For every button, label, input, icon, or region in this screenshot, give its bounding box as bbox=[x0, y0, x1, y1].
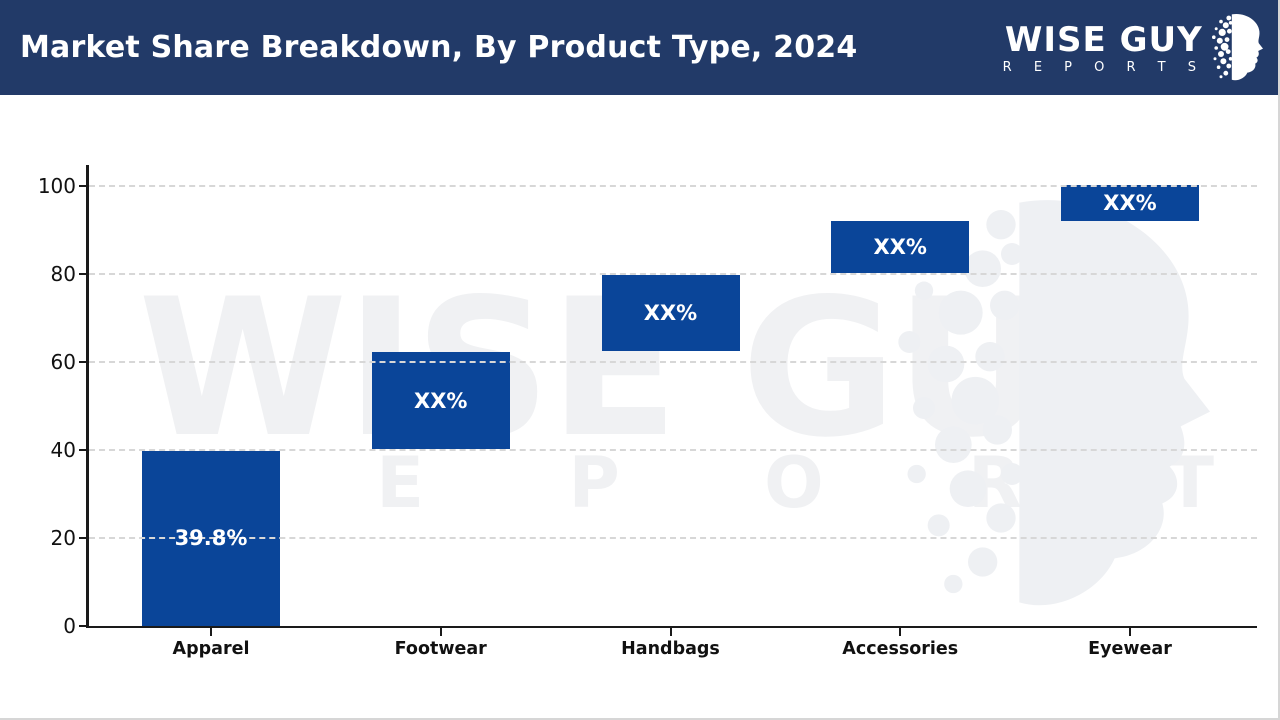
bar-value-label: XX% bbox=[1103, 191, 1157, 216]
wiseguy-face-icon bbox=[1209, 8, 1263, 88]
x-tick-label-footwear: Footwear bbox=[394, 639, 487, 659]
bar-footwear bbox=[371, 351, 510, 450]
y-tick-label-80: 80 bbox=[50, 262, 76, 286]
y-tick-label-100: 100 bbox=[37, 174, 76, 198]
y-tick-label-40: 40 bbox=[50, 438, 76, 462]
wiseguy-logo: WISE GUY R E P O R T S bbox=[1003, 7, 1263, 89]
x-tick-mark bbox=[439, 628, 442, 636]
gridline-60 bbox=[89, 361, 1257, 363]
chart-title: Market Share Breakdown, By Product Type,… bbox=[20, 30, 858, 65]
y-tick-mark bbox=[79, 361, 86, 363]
bar-value-label: 39.8% bbox=[174, 526, 248, 551]
x-tick-label-handbags: Handbags bbox=[621, 639, 720, 659]
gridline-40 bbox=[89, 449, 1257, 451]
y-tick-mark bbox=[79, 625, 86, 627]
y-tick-label-20: 20 bbox=[50, 526, 76, 550]
y-tick-mark bbox=[79, 185, 86, 187]
logo-reports-label: R E P O R T S bbox=[1002, 59, 1205, 75]
x-tick-label-accessories: Accessories bbox=[842, 639, 959, 659]
bar-value-label: XX% bbox=[873, 235, 927, 260]
y-tick-mark bbox=[79, 273, 86, 275]
x-tick-label-apparel: Apparel bbox=[172, 639, 250, 659]
y-tick-mark bbox=[79, 449, 86, 451]
x-tick-mark bbox=[210, 628, 212, 636]
bar-value-label: XX% bbox=[414, 388, 468, 413]
x-tick-mark bbox=[669, 628, 672, 636]
y-axis-line bbox=[86, 165, 89, 627]
x-tick-mark bbox=[1129, 628, 1131, 636]
x-tick-label-eyewear: Eyewear bbox=[1088, 639, 1172, 659]
bar-value-label: XX% bbox=[643, 300, 698, 325]
header-bar: Market Share Breakdown, By Product Type,… bbox=[0, 0, 1280, 95]
gridline-20 bbox=[89, 537, 1257, 539]
x-axis-line bbox=[86, 625, 1257, 628]
logo-wiseguy-label: WISE GUY bbox=[1004, 19, 1203, 60]
y-tick-label-60: 60 bbox=[50, 350, 76, 374]
y-tick-label-0: 0 bbox=[63, 614, 76, 638]
x-tick-mark bbox=[899, 628, 902, 636]
wiseguy-logo-text: WISE GUY R E P O R T S bbox=[1003, 23, 1205, 74]
gridline-100 bbox=[89, 185, 1257, 187]
bar-handbags bbox=[601, 274, 740, 351]
gridline-80 bbox=[89, 273, 1257, 275]
y-tick-mark bbox=[79, 537, 86, 539]
